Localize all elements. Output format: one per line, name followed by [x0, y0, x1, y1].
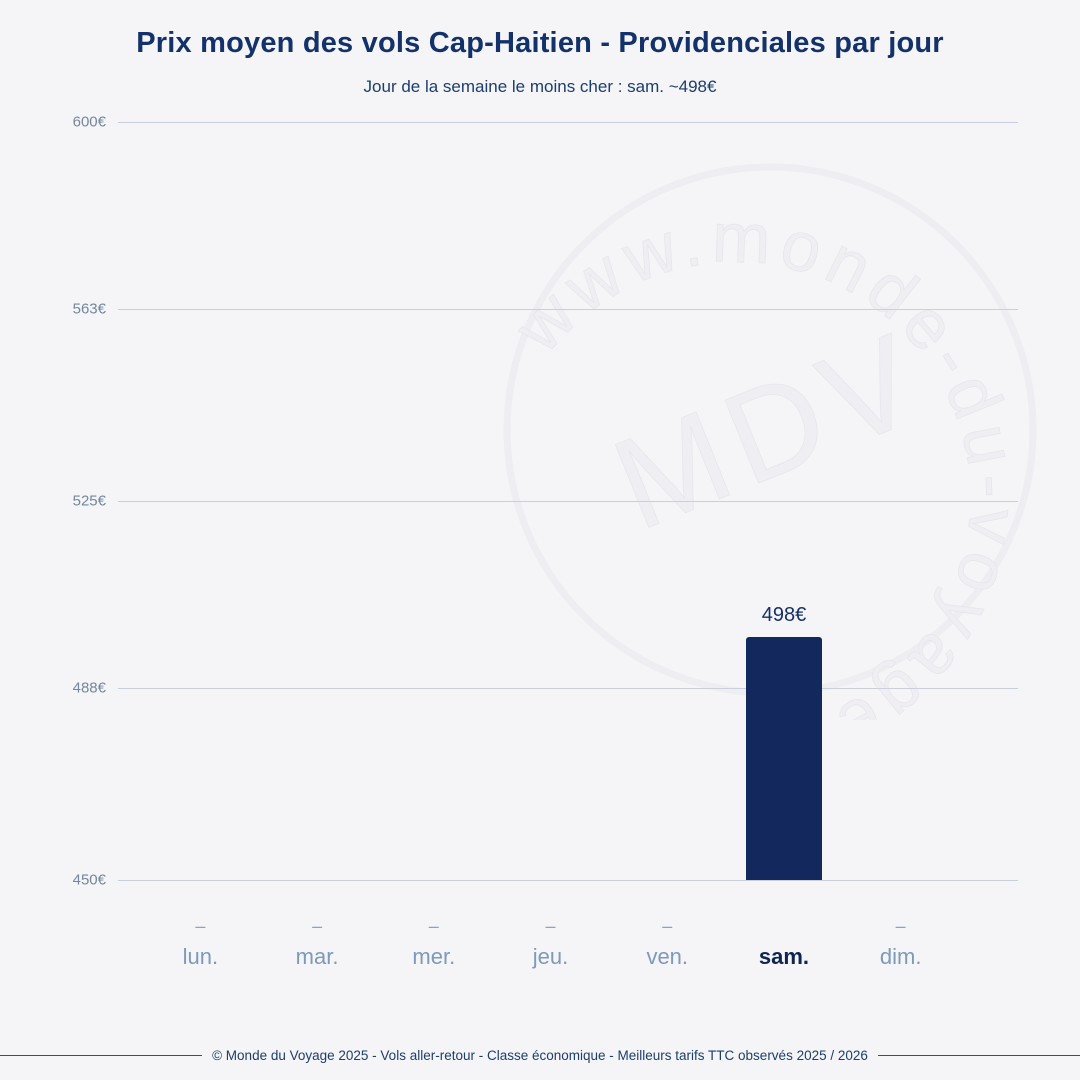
footer-rule-right [877, 1055, 1080, 1056]
chart-title: Prix moyen des vols Cap-Haitien - Provid… [136, 27, 944, 59]
y-axis-tick-label: 450€ [72, 871, 106, 889]
x-axis-labels: lun. mar. mer. jeu. ven. sam. dim. [142, 944, 959, 970]
y-axis-tick-label: 488€ [72, 679, 106, 697]
gridline [118, 880, 1018, 881]
footer-text: © Monde du Voyage 2025 - Vols aller-reto… [212, 1048, 868, 1063]
gridline [118, 501, 1018, 502]
x-axis-label-mer: mer. [412, 944, 456, 969]
bar-column-mar [259, 122, 376, 880]
x-axis-label-mar: mar. [295, 944, 339, 969]
bar-column-jeu [492, 122, 609, 880]
no-data-marker-sam [726, 916, 843, 937]
chart-subtitle: Jour de la semaine le moins cher : sam. … [363, 77, 717, 96]
bar-column-mer [375, 122, 492, 880]
no-data-marker-ven: – [662, 916, 673, 936]
footer-rule-left [0, 1055, 203, 1056]
empty-markers-row: – – – – – – [142, 916, 959, 937]
bar-column-lun [142, 122, 259, 880]
no-data-marker-mer: – [428, 916, 439, 936]
gridline [118, 122, 1018, 123]
gridline [118, 687, 1018, 689]
no-data-marker-dim: – [895, 916, 906, 936]
bar-column-sam: 498€ [726, 122, 843, 880]
no-data-marker-lun: – [195, 916, 206, 936]
gridline [118, 308, 1018, 310]
no-data-marker-jeu: – [545, 916, 556, 936]
no-data-marker-mar: – [312, 916, 323, 936]
bar-column-ven [609, 122, 726, 880]
y-axis-tick-label: 563€ [72, 300, 106, 318]
footer: © Monde du Voyage 2025 - Vols aller-reto… [0, 1048, 1080, 1063]
bar-value-label: 498€ [761, 604, 807, 627]
bar-column-dim [842, 122, 959, 880]
y-axis-tick-label: 525€ [72, 492, 106, 510]
x-axis-label-sam: sam. [758, 944, 810, 969]
bar-sam[interactable] [745, 637, 822, 880]
x-axis-label-lun: lun. [182, 944, 219, 969]
y-axis-tick-label: 600€ [72, 113, 106, 131]
x-axis-label-jeu: jeu. [532, 944, 569, 969]
x-axis-label-dim: dim. [879, 944, 922, 969]
plot-area: 498€ [142, 122, 959, 880]
x-axis-label-ven: ven. [646, 944, 689, 969]
